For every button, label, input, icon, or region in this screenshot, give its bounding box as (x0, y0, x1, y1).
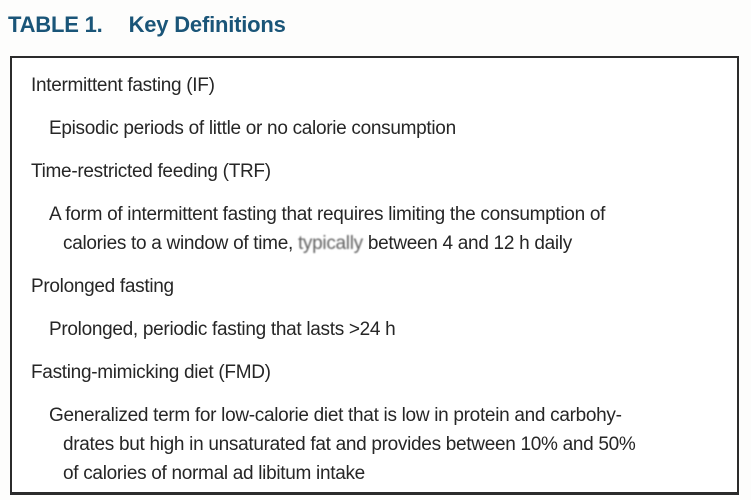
term-fasting-mimicking-diet: Fasting-mimicking diet (FMD) (31, 362, 271, 383)
table-number-label: TABLE 1. (8, 12, 103, 37)
definition-line: Prolonged, periodic fasting that lasts >… (49, 319, 396, 340)
definition-line: Generalized term for low-calorie diet th… (49, 405, 622, 426)
scan-faded-word: typically (297, 233, 363, 254)
term-prolonged-fasting: Prolonged fasting (31, 276, 174, 297)
definition-intermittent-fasting: Episodic periods of little or no calorie… (31, 114, 717, 143)
definition-entry-time-restricted-feeding: Time-restricted feeding (TRF) A form of … (31, 157, 717, 258)
definition-line-segment: calories to a window of time, (63, 233, 298, 254)
definition-fasting-mimicking-diet: Generalized term for low-calorie diet th… (31, 401, 717, 488)
definition-time-restricted-feeding: A form of intermittent fasting that requ… (31, 200, 717, 258)
definition-line-segment: between 4 and 12 h daily (362, 233, 572, 254)
definition-entry-fasting-mimicking-diet: Fasting-mimicking diet (FMD) Generalized… (31, 358, 717, 488)
definition-entry-prolonged-fasting: Prolonged fasting Prolonged, periodic fa… (31, 272, 717, 344)
definition-line: of calories of normal ad libitum intake (63, 463, 365, 484)
definition-line: A form of intermittent fasting that requ… (49, 204, 606, 225)
term-time-restricted-feeding: Time-restricted feeding (TRF) (31, 161, 271, 182)
term-intermittent-fasting: Intermittent fasting (IF) (31, 75, 215, 96)
definition-line: drates but high in unsaturated fat and p… (63, 434, 636, 455)
definition-line: Episodic periods of little or no calorie… (49, 118, 456, 139)
table-caption: TABLE 1. Key Definitions (8, 13, 751, 37)
definition-line: calories to a window of time, typically … (63, 229, 717, 258)
definitions-box: Intermittent fasting (IF) Episodic perio… (10, 56, 739, 495)
definition-prolonged-fasting: Prolonged, periodic fasting that lasts >… (31, 315, 717, 344)
definition-entry-intermittent-fasting: Intermittent fasting (IF) Episodic perio… (31, 71, 717, 143)
table-title: Key Definitions (128, 12, 286, 37)
